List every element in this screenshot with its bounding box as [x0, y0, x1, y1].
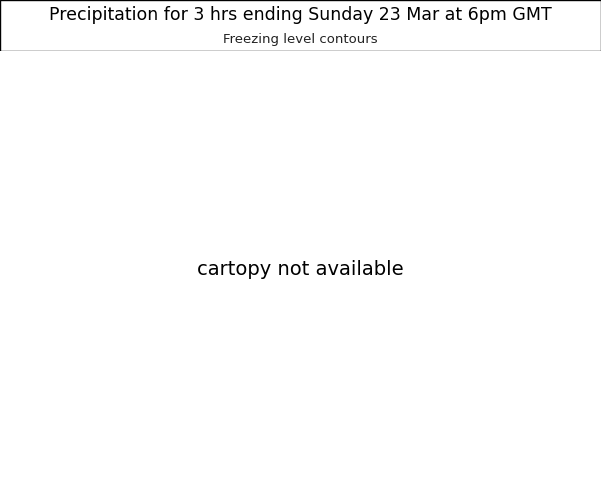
Text: cartopy not available: cartopy not available: [197, 260, 404, 279]
Text: Precipitation for 3 hrs ending Sunday 23 Mar at 6pm GMT: Precipitation for 3 hrs ending Sunday 23…: [49, 6, 552, 24]
Text: Freezing level contours: Freezing level contours: [223, 34, 378, 46]
